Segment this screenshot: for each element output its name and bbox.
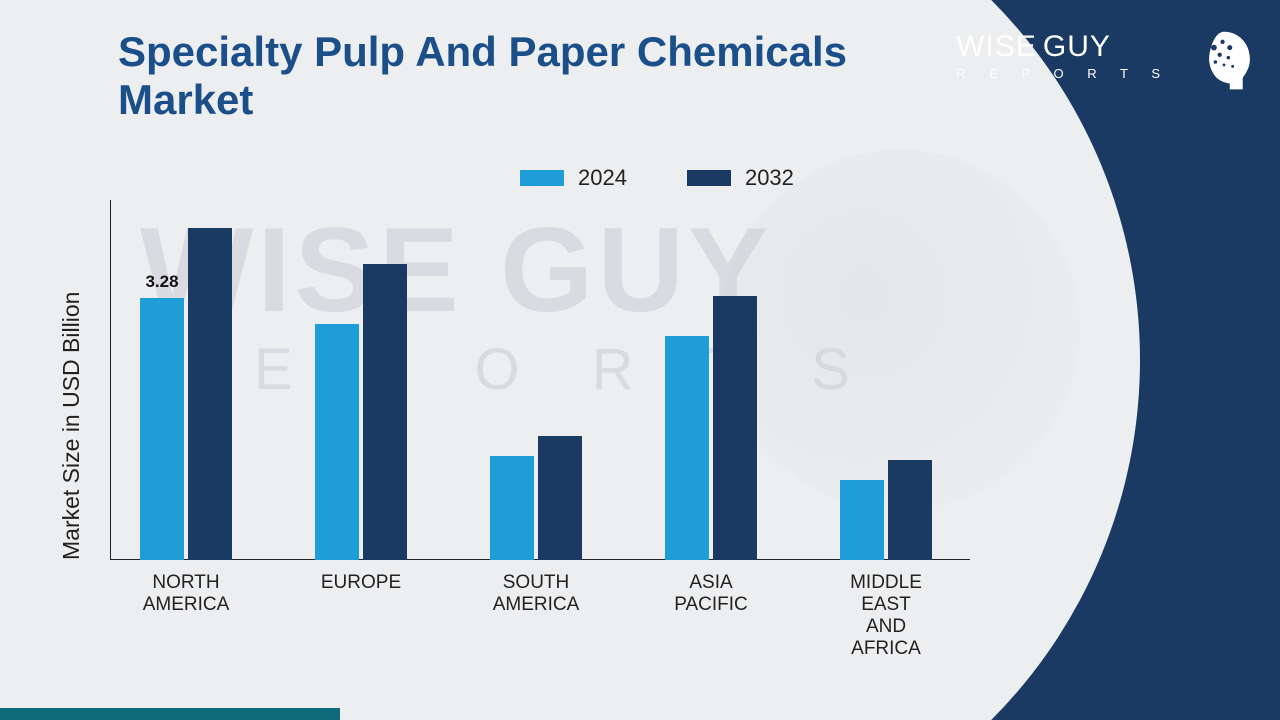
bar [188, 228, 232, 560]
legend: 2024 2032 [520, 165, 794, 191]
x-axis-category-label: SOUTHAMERICA [466, 572, 606, 616]
bar [490, 456, 534, 560]
brand-line1: WISEGUY [956, 30, 1170, 64]
chart-canvas: WISE GUY R E P O R T S Specialty Pulp An… [0, 0, 1280, 720]
bar [888, 460, 932, 560]
legend-label-2024: 2024 [578, 165, 627, 191]
brand-guy: GUY [1043, 30, 1111, 63]
bar [363, 264, 407, 560]
bar [315, 324, 359, 560]
y-axis-line [110, 200, 111, 560]
brand-logo: WISEGUY R E P O R T S [956, 30, 1170, 81]
bottom-accent-bar [0, 708, 340, 720]
legend-swatch-2032 [687, 170, 731, 186]
bar [840, 480, 884, 560]
legend-item-2024: 2024 [520, 165, 627, 191]
legend-label-2032: 2032 [745, 165, 794, 191]
logo-head-icon [1188, 26, 1260, 98]
bar [538, 436, 582, 560]
chart-title: Specialty Pulp And Paper Chemicals Marke… [118, 28, 878, 125]
bar [665, 336, 709, 560]
brand-wise: WISE [956, 30, 1037, 63]
bar [140, 298, 184, 560]
bar [713, 296, 757, 560]
plot-area: 3.28 [110, 200, 970, 560]
brand-line2: R E P O R T S [956, 66, 1170, 81]
y-axis-label: Market Size in USD Billion [58, 292, 85, 560]
x-axis-category-label: EUROPE [291, 572, 431, 594]
x-axis-category-label: NORTHAMERICA [116, 572, 256, 616]
x-axis-category-label: MIDDLEEASTANDAFRICA [816, 572, 956, 659]
bar-value-label: 3.28 [132, 272, 192, 292]
x-axis-category-label: ASIAPACIFIC [641, 572, 781, 616]
legend-item-2032: 2032 [687, 165, 794, 191]
legend-swatch-2024 [520, 170, 564, 186]
